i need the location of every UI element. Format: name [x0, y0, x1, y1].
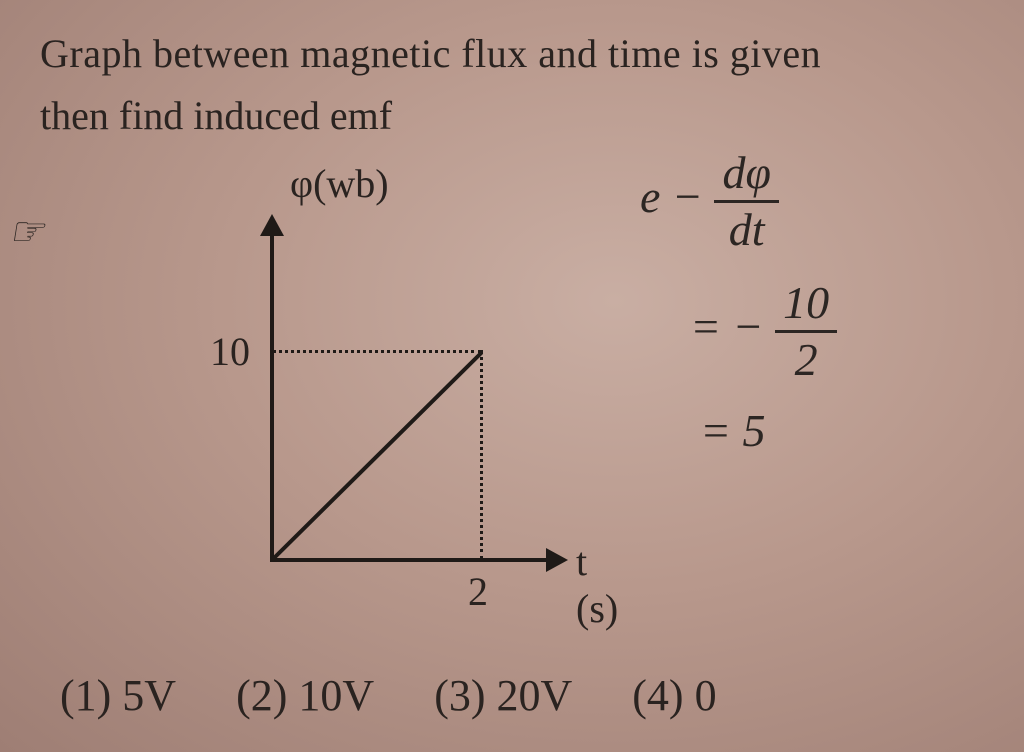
horizontal-guide [272, 350, 482, 353]
eq2-numerator: 10 [775, 280, 837, 333]
question-line-1: Graph between magnetic flux and time is … [40, 30, 821, 77]
y-axis-label: φ(wb) [290, 160, 389, 207]
handwritten-step-1: e − dφ dt [640, 150, 779, 253]
eq1-numerator: dφ [714, 150, 778, 203]
page: Graph between magnetic flux and time is … [0, 0, 1024, 752]
eq1-fraction: dφ dt [714, 150, 778, 253]
eq1-denominator: dt [714, 203, 778, 253]
data-line [271, 351, 483, 561]
vertical-guide [480, 350, 483, 560]
margin-doodle: ☞ [8, 208, 44, 255]
x-axis [270, 558, 550, 562]
flux-time-graph: φ(wb) 10 2 t (s) [190, 200, 550, 580]
eq2-lhs: = − [690, 301, 764, 352]
x-tick-label: 2 [468, 568, 488, 615]
y-tick-label: 10 [210, 328, 250, 375]
question-line-2: then find induced emf [40, 92, 392, 139]
handwritten-step-2: = − 10 2 [690, 280, 837, 383]
answer-options: (1) 5V (2) 10V (3) 20V (4) 0 [60, 670, 717, 721]
option-3[interactable]: (3) 20V [434, 670, 572, 721]
x-axis-label: t (s) [576, 538, 618, 632]
option-4[interactable]: (4) 0 [632, 670, 716, 721]
y-axis-arrow-icon [260, 214, 284, 236]
option-1[interactable]: (1) 5V [60, 670, 176, 721]
eq2-fraction: 10 2 [775, 280, 837, 383]
x-axis-arrow-icon [546, 548, 568, 572]
handwritten-step-3: = 5 [700, 404, 766, 457]
y-axis [270, 230, 274, 560]
eq1-lhs: e − [640, 171, 703, 222]
eq2-denominator: 2 [775, 333, 837, 383]
option-2[interactable]: (2) 10V [236, 670, 374, 721]
